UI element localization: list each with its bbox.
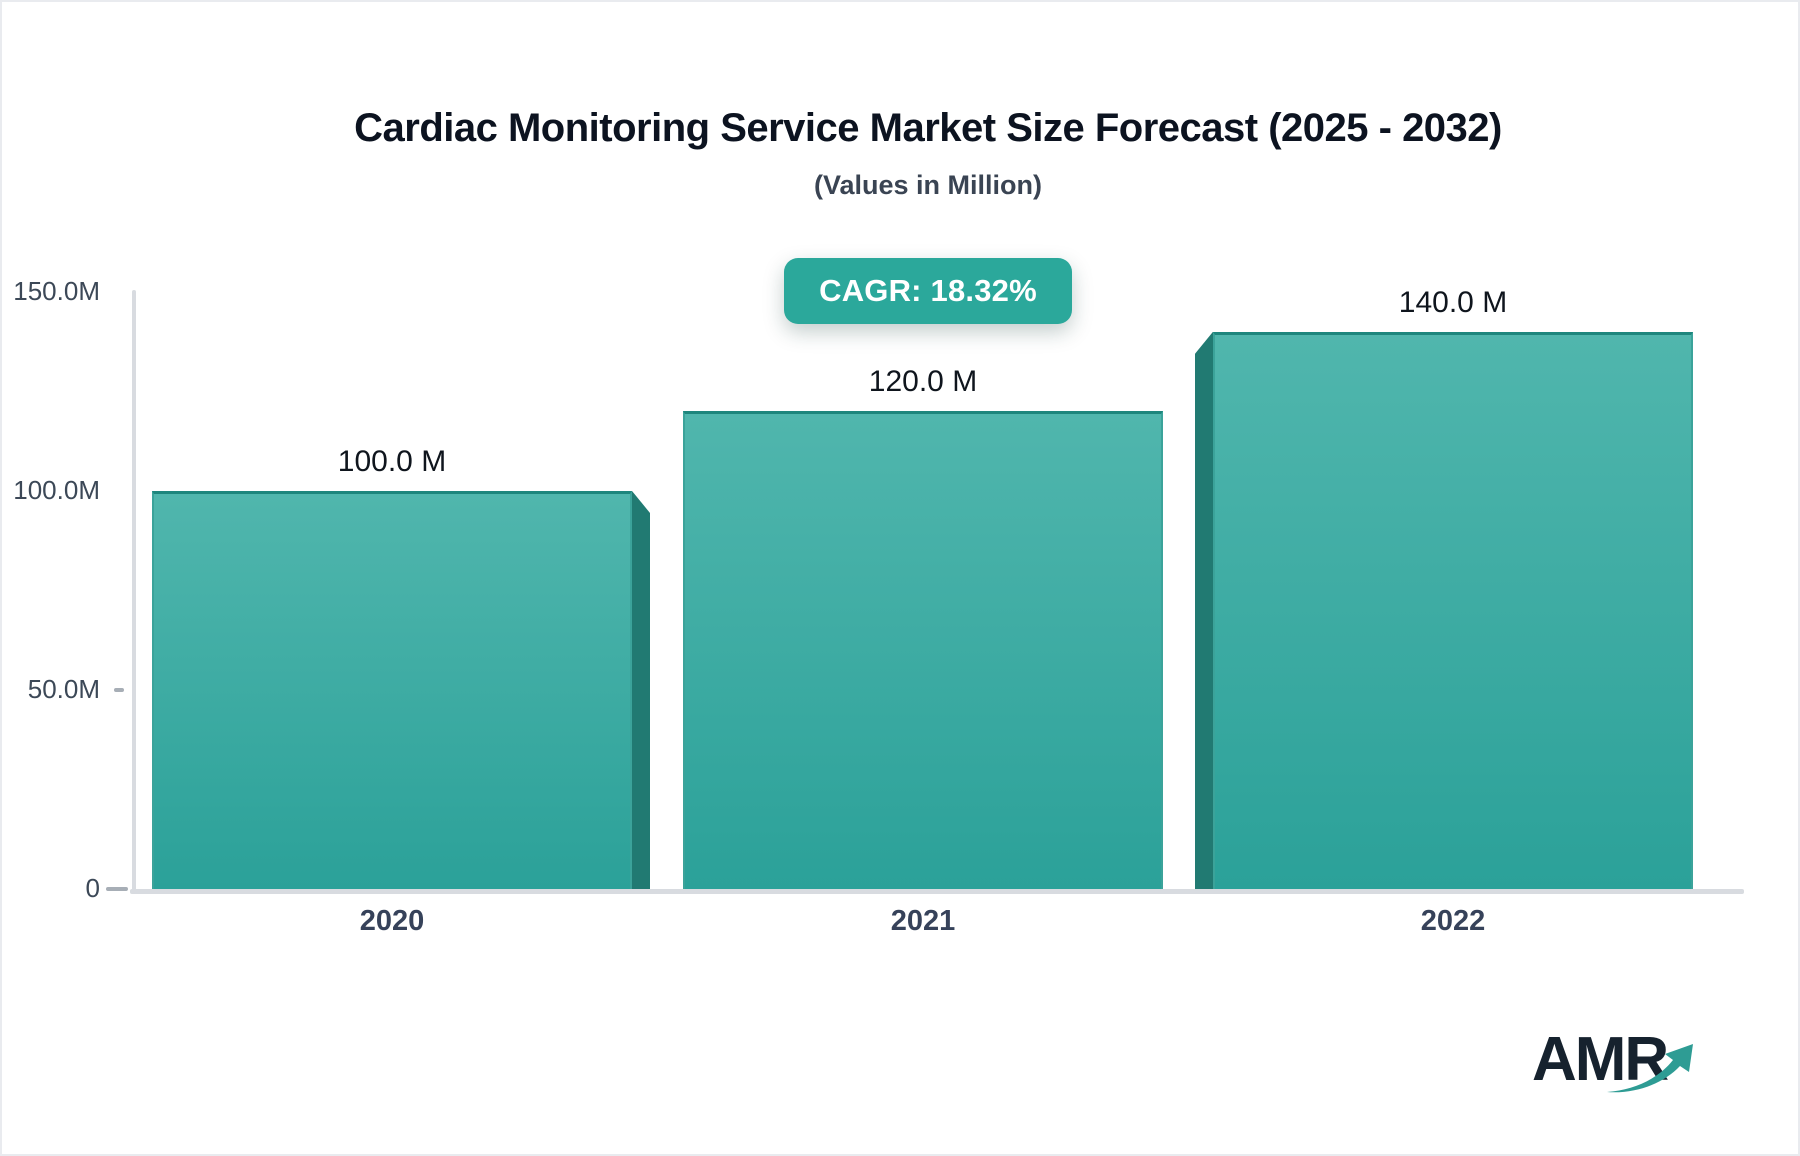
bar-value-label: 100.0 M: [337, 445, 447, 478]
bar-3d-edge-2020: [632, 491, 650, 889]
x-axis-line: [130, 889, 1744, 894]
bar-2021: [683, 411, 1163, 889]
y-axis-tick-label: 100.0M: [13, 475, 100, 505]
x-axis-tick-label: 2020: [359, 905, 425, 937]
cagr-badge: CAGR: 18.32%: [784, 258, 1072, 324]
y-axis-tick-label: 150.0M: [13, 276, 100, 306]
amr-logo: AMR: [1532, 1024, 1722, 1114]
bar-3d-edge-2022: [1195, 331, 1213, 889]
chart-title: Cardiac Monitoring Service Market Size F…: [354, 106, 1502, 150]
y-axis-tick-dash: [114, 688, 124, 692]
bar-value-label: 120.0 M: [868, 365, 978, 399]
y-axis-tick-label: 50.0M: [27, 674, 100, 704]
bar-value-label: 140.0 M: [1398, 285, 1508, 319]
y-axis-tick-label: 0: [85, 873, 100, 903]
cagr-badge-label: CAGR: 18.32%: [819, 273, 1037, 308]
y-axis-line: [132, 290, 136, 891]
bar-2020: [152, 491, 632, 889]
growth-arrow-icon: [1607, 1044, 1693, 1093]
y-axis-tick-dash: [106, 887, 128, 891]
chart-subtitle: (Values in Million): [813, 170, 1043, 200]
x-axis-tick-label: 2021: [890, 905, 956, 937]
x-axis-tick-label: 2022: [1420, 905, 1486, 937]
bar-2022: [1213, 331, 1693, 889]
